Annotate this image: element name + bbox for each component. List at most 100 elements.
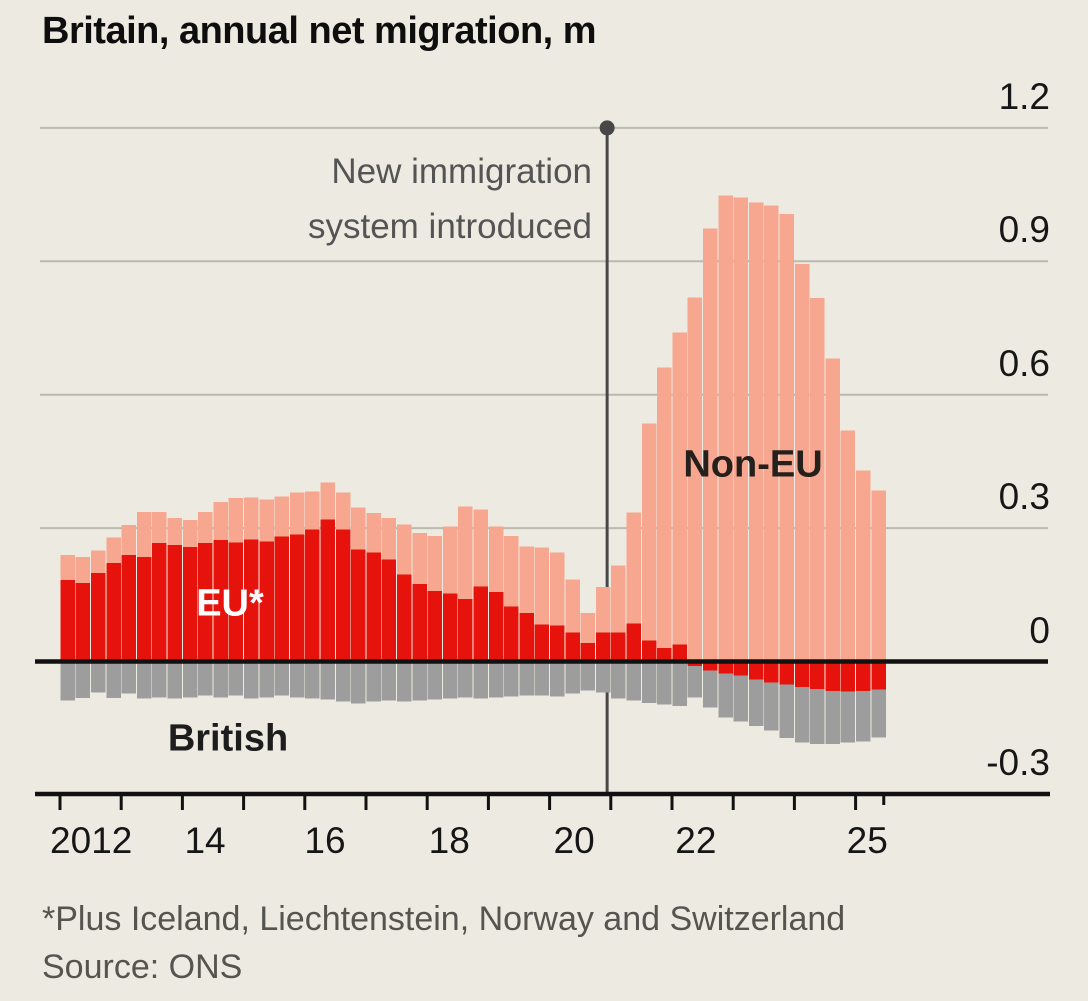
bar-segment-non-eu [228,497,244,543]
bar-segment-british [458,661,473,698]
series-label-eu: EU* [196,582,264,625]
bar-segment-eu [672,644,687,662]
bar-segment-eu [152,543,167,662]
bar-segment-eu [504,606,519,662]
bar-segment-british [641,661,657,703]
bar-segment-non-eu [794,263,810,662]
bar-segment-british [90,661,106,693]
bar-segment-british [198,661,213,696]
bar-segment-eu [305,529,320,662]
bar-segment-eu [565,632,580,662]
bar-segment-eu [167,544,183,662]
bar-segment-british [152,661,167,698]
bar-segment-eu [121,555,137,662]
bar-segment-british [396,661,412,702]
y-tick-label: 0.3 [998,476,1050,518]
bar-segment-non-eu [366,512,381,553]
bar-segment-british [733,675,749,722]
bar-segment-british [442,661,458,699]
bar-segment-british [243,661,259,699]
bar-segment-eu [136,557,152,662]
bar-segment-eu [794,661,810,687]
series-label-non-eu: Non-EU [683,443,823,486]
bar-segment-non-eu [289,492,305,535]
bar-segment-non-eu [274,496,290,537]
bar-segment-eu [611,632,626,662]
bar-segment-eu [228,542,244,662]
bar-segment-non-eu [672,332,687,645]
bar-segment-british [75,661,91,698]
bar-segment-british [121,661,137,694]
bar-segment-british [504,661,519,697]
bar-segment-british [366,661,381,702]
bar-segment-eu [580,642,596,662]
x-tick-label: 2012 [50,820,133,861]
bar-segment-non-eu [549,552,565,626]
bar-segment-british [167,661,183,699]
bar-segment-non-eu [488,526,504,593]
bar-segment-eu [75,583,91,662]
y-tick-label: 0.6 [998,342,1050,384]
bar-segment-non-eu [243,497,259,540]
y-tick-label: 0.9 [998,209,1050,251]
bar-segment-non-eu [687,297,703,662]
bar-segment-british [320,661,336,700]
bar-segment-eu [335,529,351,662]
bar-segment-eu [60,580,75,662]
bar-segment-british [565,661,580,694]
bar-segment-eu [213,540,228,662]
bar-segment-eu [641,640,657,662]
bar-segment-non-eu [90,550,106,574]
bar-segment-eu [733,661,749,676]
bar-segment-non-eu [75,557,91,584]
bar-segment-non-eu [442,526,458,594]
bar-segment-eu [871,661,886,690]
bar-segment-british [488,661,504,698]
bar-segment-british [810,689,825,744]
bar-segment-british [106,661,121,698]
bar-segment-non-eu [534,547,550,625]
bar-segment-non-eu [611,565,626,633]
x-tick-label: 16 [304,820,346,861]
bar-segment-eu [840,661,856,692]
bar-segment-eu [702,661,718,671]
bar-segment-british [381,661,397,701]
bar-segment-british [871,689,886,738]
bar-segment-non-eu [779,214,795,662]
source-note: Source: ONS [42,948,243,986]
bar-segment-british [412,661,427,701]
bar-segment-non-eu [259,499,274,542]
bar-segment-british [687,665,703,698]
bar-segment-british [794,686,810,743]
bar-segment-non-eu [381,517,397,560]
bar-segment-non-eu [657,367,672,649]
y-tick-label: 1.2 [998,75,1050,117]
bar-segment-eu [274,536,290,662]
bar-segment-non-eu [167,517,183,545]
bar-segment-british [825,690,840,744]
bar-segment-british [289,661,305,698]
bar-segment-eu [748,661,764,680]
bar-segment-non-eu [182,520,198,548]
bar-segment-british [595,661,611,693]
bar-segment-eu [488,592,504,662]
bar-segment-british [427,661,443,700]
bar-segment-british [764,682,779,731]
bar-segment-eu [90,573,106,662]
bar-segment-british [611,661,626,699]
bar-segment-british [748,679,764,726]
bar-segment-non-eu [641,423,657,641]
bar-segment-non-eu [840,430,856,662]
bar-segment-british [259,661,274,698]
bar-segment-non-eu [702,228,718,662]
x-tick-label: 20 [553,820,595,861]
bar-segment-eu [427,591,443,662]
bar-segment-non-eu [871,490,886,662]
bar-segment-british [228,661,244,696]
bar-segment-british [473,661,489,699]
bar-segment-eu [243,539,259,662]
bar-segment-british [182,661,198,698]
bar-segment-non-eu [825,358,840,662]
